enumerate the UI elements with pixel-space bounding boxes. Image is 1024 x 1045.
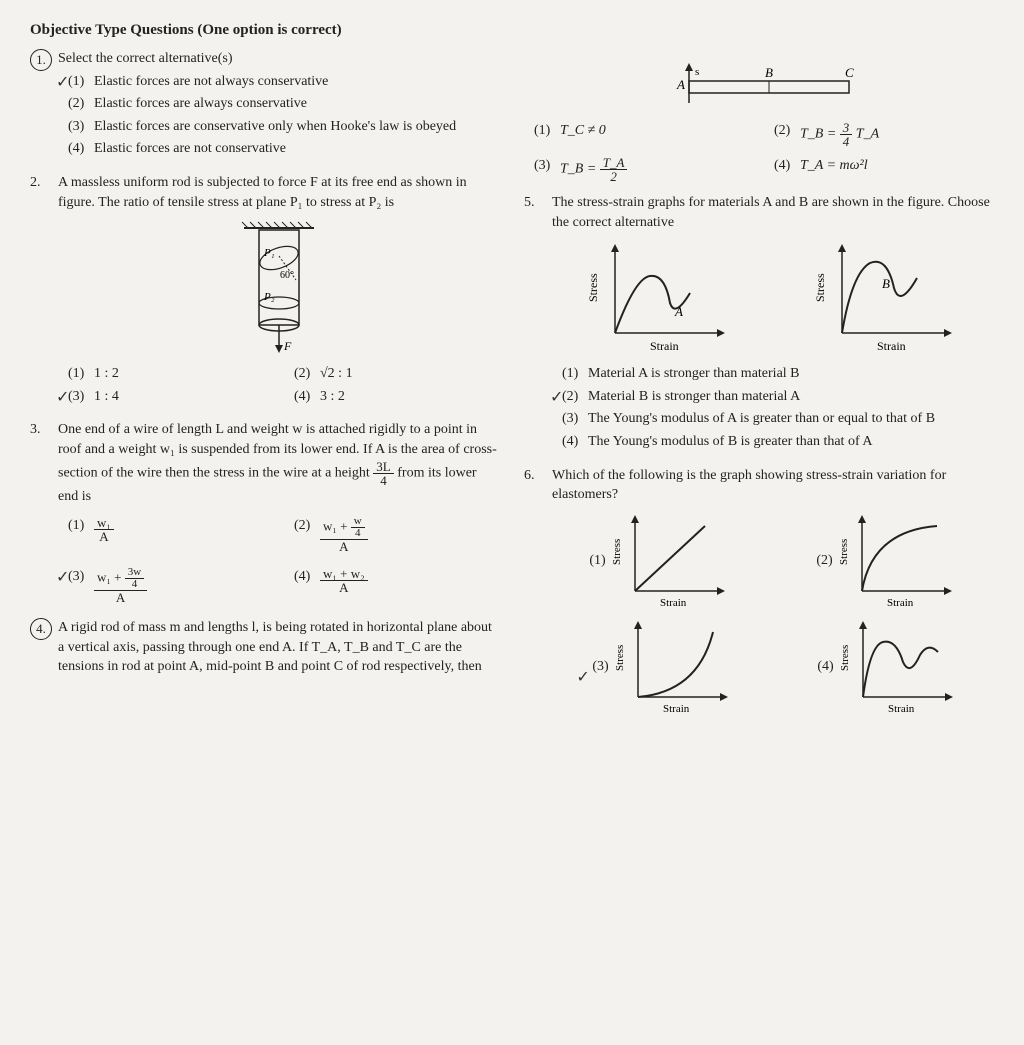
q3-opt4: (4) w₁ + w₂A — [294, 567, 500, 604]
q2-number: 2. — [30, 173, 52, 193]
q3-number: 3. — [30, 420, 52, 440]
q6-opt4: (4) Stress Strain — [817, 617, 957, 717]
q6-text: Which of the following is the graph show… — [552, 466, 994, 505]
q2-figure: P₁ P₂ 60° F — [58, 218, 500, 358]
graph-b-icon: B Stress Strain — [812, 238, 962, 358]
graph-concave-icon: Stress Strain — [837, 511, 957, 611]
q5-graphs: A Stress Strain B Stress Strain — [552, 238, 994, 358]
left-column: 1. Select the correct alternative(s) (1)… — [30, 49, 500, 731]
q4-opt3: (3) T_B = T_A2 — [534, 156, 754, 183]
svg-text:Stress: Stress — [838, 538, 850, 564]
q4-opts-row2: (3) T_B = T_A2 (4)T_A = mω²l — [534, 156, 994, 183]
q3-opt2: (2) w₁ + w4A — [294, 516, 500, 553]
question-4: 4. A rigid rod of mass m and lengths l, … — [30, 618, 500, 677]
rod-abc-icon: A B C s — [649, 55, 869, 115]
svg-text:Strain: Strain — [650, 339, 679, 353]
q4-opt1: (1)T_C ≠ 0 — [534, 121, 754, 148]
q1-number: 1. — [30, 49, 52, 71]
q2-opt1: (1)1 : 2 — [68, 364, 274, 384]
svg-text:Stress: Stress — [813, 273, 827, 302]
q1-opt3: (3)Elastic forces are conservative only … — [68, 117, 500, 137]
graph-convex-icon: Stress Strain — [613, 617, 733, 717]
q1-text: Select the correct alternative(s) — [58, 49, 500, 69]
two-column-layout: 1. Select the correct alternative(s) (1)… — [30, 49, 994, 731]
q5-opt4: (4)The Young's modulus of B is greater t… — [562, 432, 994, 452]
q5-opt1: (1)Material A is stronger than material … — [562, 364, 994, 384]
q3-text: One end of a wire of length L and weight… — [58, 420, 500, 506]
q6-graphs-row1: (1) Stress Strain (2) Str — [552, 511, 994, 611]
svg-text:F: F — [283, 339, 292, 353]
q1-opt1: (1)Elastic forces are not always conserv… — [68, 72, 500, 92]
q3-opt1: (1) w₁A — [68, 516, 274, 553]
svg-text:A: A — [674, 304, 683, 319]
graph-linear-icon: Stress Strain — [610, 511, 730, 611]
svg-text:Stress: Stress — [839, 644, 851, 670]
question-2: 2. A massless uniform rod is subjected t… — [30, 173, 500, 406]
svg-text:Strain: Strain — [877, 339, 906, 353]
q6-opt2: (2) Stress Strain — [816, 511, 956, 611]
svg-text:Strain: Strain — [663, 703, 690, 715]
q4-text: A rigid rod of mass m and lengths l, is … — [58, 618, 500, 677]
svg-text:C: C — [845, 65, 854, 80]
q4-opt2: (2) T_B = 34 T_A — [774, 121, 994, 148]
q5-number: 5. — [524, 193, 546, 213]
q5-opt2: (2)Material B is stronger than material … — [562, 387, 994, 407]
question-6: 6. Which of the following is the graph s… — [524, 466, 994, 717]
svg-text:Stress: Stress — [586, 273, 600, 302]
q6-graphs-row2: (3) Stress Strain (4) Str — [552, 617, 994, 717]
q4-figure: A B C s — [524, 55, 994, 115]
svg-text:A: A — [676, 77, 685, 92]
graph-a-icon: A Stress Strain — [585, 238, 735, 358]
q4-opts-row1: (1)T_C ≠ 0 (2) T_B = 34 T_A — [534, 121, 994, 148]
question-3: 3. One end of a wire of length L and wei… — [30, 420, 500, 604]
q4-number: 4. — [30, 618, 52, 640]
svg-text:Stress: Stress — [611, 538, 623, 564]
q4-opt4: (4)T_A = mω²l — [774, 156, 994, 183]
section-header: Objective Type Questions (One option is … — [30, 20, 994, 41]
rod-cylinder-icon: P₁ P₂ 60° F — [224, 218, 334, 358]
q6-opt3: (3) Stress Strain — [588, 617, 732, 717]
svg-text:B: B — [882, 276, 890, 291]
svg-text:s: s — [695, 66, 699, 78]
q1-opt4: (4)Elastic forces are not conservative — [68, 139, 500, 159]
svg-text:Stress: Stress — [614, 644, 626, 670]
q5-opt3: (3)The Young's modulus of A is greater t… — [562, 409, 994, 429]
q1-opt2: (2)Elastic forces are always conservativ… — [68, 94, 500, 114]
right-column: A B C s (1)T_C ≠ 0 (2) T_B = 34 T_A (3) … — [524, 49, 994, 731]
q2-text: A massless uniform rod is subjected to f… — [58, 173, 500, 212]
q2-opt2: (2)√2 : 1 — [294, 364, 500, 384]
svg-text:Strain: Strain — [887, 597, 914, 609]
graph-wavy-icon: Stress Strain — [838, 617, 958, 717]
q2-opt4: (4)3 : 2 — [294, 387, 500, 407]
svg-text:P₁: P₁ — [263, 247, 275, 259]
svg-text:60°: 60° — [280, 270, 294, 281]
svg-text:P₂: P₂ — [263, 291, 275, 303]
q3-opt3: (3) w₁ + 3w4A — [68, 567, 274, 604]
q6-number: 6. — [524, 466, 546, 486]
svg-text:B: B — [765, 65, 773, 80]
svg-text:Strain: Strain — [888, 703, 915, 715]
question-5: 5. The stress-strain graphs for material… — [524, 193, 994, 452]
question-1: 1. Select the correct alternative(s) (1)… — [30, 49, 500, 159]
frac-3L-4: 3L4 — [373, 460, 393, 487]
svg-text:Strain: Strain — [660, 597, 687, 609]
q5-text: The stress-strain graphs for materials A… — [552, 193, 994, 232]
q6-opt1: (1) Stress Strain — [589, 511, 729, 611]
q2-opt3: (3)1 : 4 — [68, 387, 274, 407]
